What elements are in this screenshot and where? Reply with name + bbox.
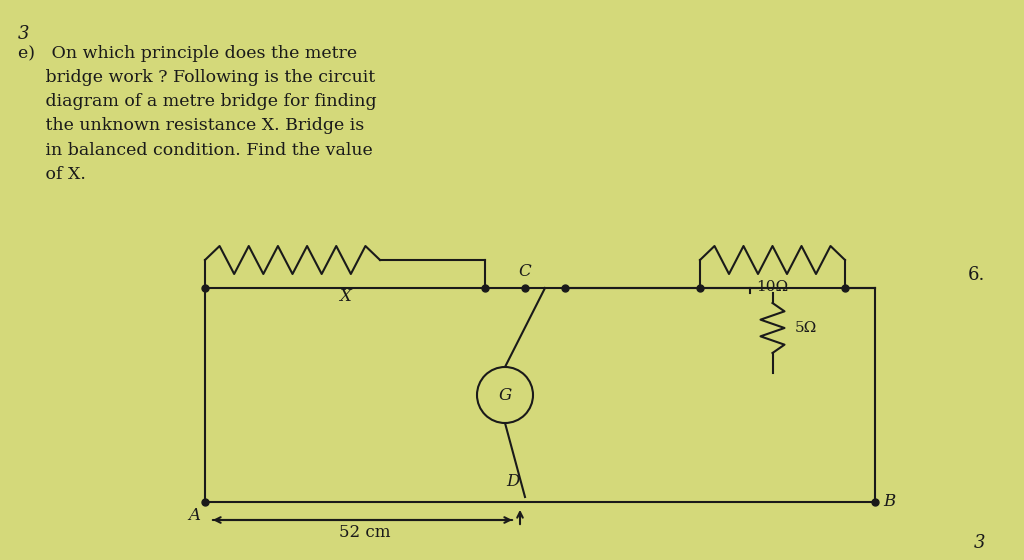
Text: 6.: 6. bbox=[968, 266, 985, 284]
Text: G: G bbox=[499, 386, 512, 404]
Text: 10Ω: 10Ω bbox=[757, 280, 788, 294]
Text: C: C bbox=[518, 263, 531, 280]
Text: 52 cm: 52 cm bbox=[339, 524, 391, 541]
Circle shape bbox=[477, 367, 534, 423]
Text: 3: 3 bbox=[974, 534, 985, 552]
Text: B: B bbox=[883, 493, 895, 511]
Text: X: X bbox=[339, 288, 351, 305]
Text: 3: 3 bbox=[18, 25, 30, 43]
Text: D: D bbox=[507, 473, 520, 490]
Text: A: A bbox=[188, 507, 200, 524]
Text: e)   On which principle does the metre
     bridge work ? Following is the circu: e) On which principle does the metre bri… bbox=[18, 45, 377, 183]
Text: 5Ω: 5Ω bbox=[795, 321, 817, 335]
